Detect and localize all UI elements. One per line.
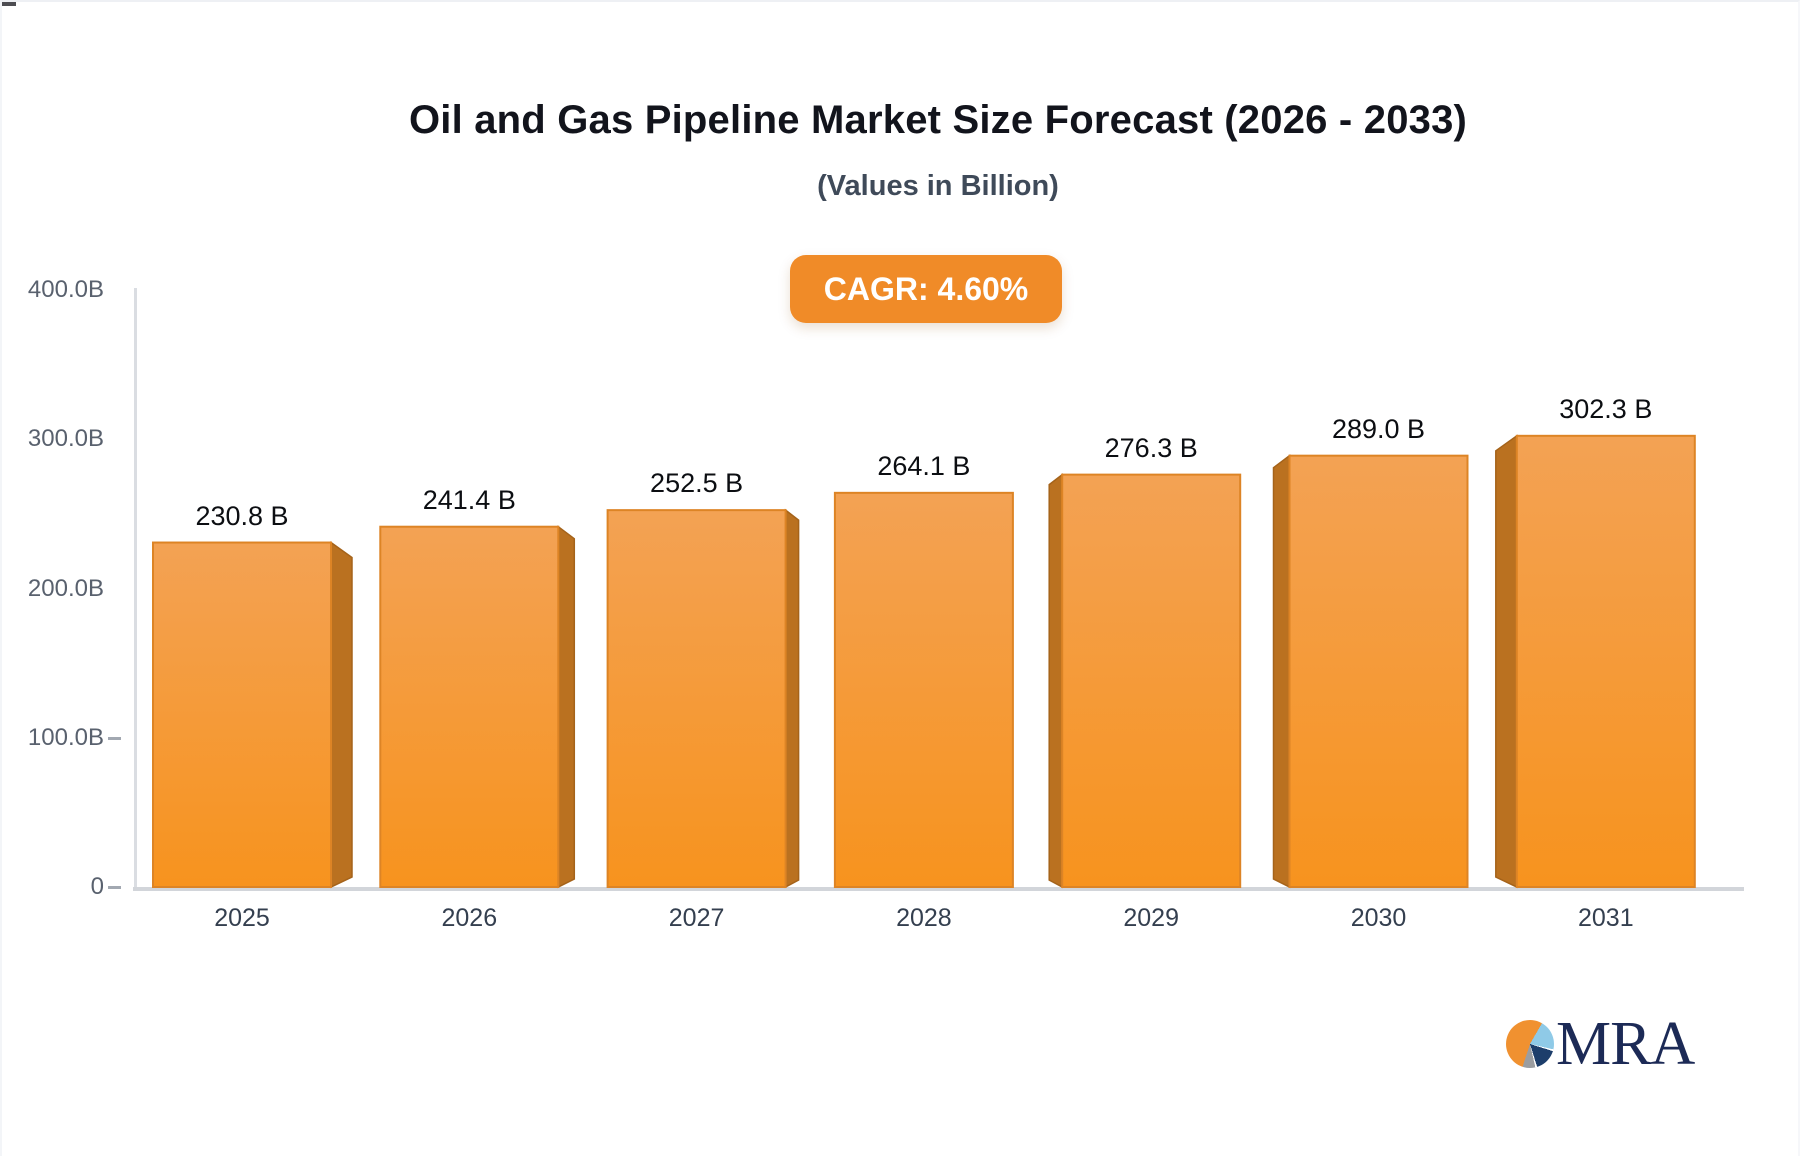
bar-value-label: 241.4 B	[422, 484, 516, 515]
bar-value-label: 276.3 B	[1104, 432, 1198, 463]
mra-logo-text: MRA	[1556, 1010, 1695, 1078]
bar-side-face	[784, 508, 800, 889]
mra-logo: MRA	[1506, 1010, 1695, 1078]
y-axis-label: 300.0B	[27, 425, 104, 453]
x-axis-baseline	[133, 887, 1744, 891]
bar-2026[interactable]	[379, 525, 576, 889]
x-axis-label-2029: 2029	[1123, 904, 1179, 932]
bar-side-face	[1272, 454, 1291, 889]
bar-value-label: 264.1 B	[877, 450, 971, 481]
x-axis-label-2031: 2031	[1577, 904, 1634, 932]
x-axis-label-2030: 2030	[1350, 904, 1407, 932]
screenshot-corner-artifact	[2, 2, 16, 6]
x-axis-label-2025: 2025	[214, 904, 270, 932]
mra-logo-pie-icon	[1506, 1020, 1554, 1068]
y-axis-tick-dash	[108, 736, 121, 740]
bar-value-label: 252.5 B	[650, 468, 744, 499]
chart-subtitle: (Values in Billion)	[817, 170, 1059, 202]
y-axis-label: 200.0B	[27, 574, 104, 602]
bar-side-face	[330, 541, 353, 889]
bar-2030[interactable]	[1272, 454, 1469, 889]
bar-front-face	[1515, 434, 1696, 888]
bar-side-face	[557, 525, 576, 889]
bar-2029[interactable]	[1048, 473, 1242, 889]
x-axis-label-2026: 2026	[441, 904, 498, 932]
y-axis-label: 400.0B	[27, 276, 104, 303]
bar-2027[interactable]	[606, 508, 800, 889]
bar-front-face	[1061, 473, 1242, 888]
bar-value-label: 289.0 B	[1331, 413, 1426, 444]
chart-title: Oil and Gas Pipeline Market Size Forecas…	[408, 98, 1468, 142]
x-axis-label-2028: 2028	[896, 904, 952, 932]
bar-2031[interactable]	[1495, 434, 1696, 889]
bar-value-label: 302.3 B	[1559, 393, 1653, 424]
bar-side-face	[1048, 473, 1063, 889]
bar-front-face	[379, 525, 560, 888]
bar-value-label: 230.8 B	[195, 500, 289, 531]
bar-front-face	[152, 541, 332, 888]
bar-side-face	[1495, 434, 1518, 889]
cagr-badge: CAGR: 4.60%	[790, 255, 1062, 323]
bar-front-face	[606, 509, 787, 888]
y-axis-label: 0	[90, 873, 104, 900]
bar-2025[interactable]	[152, 541, 353, 889]
y-axis-tick-dash	[108, 886, 121, 889]
bar-front-face	[833, 491, 1014, 888]
bar-front-face	[1288, 454, 1469, 888]
x-axis-label-2027: 2027	[668, 904, 725, 932]
y-axis-line	[134, 288, 137, 891]
y-axis-label: 100.0B	[27, 723, 104, 751]
bar-2028[interactable]	[833, 491, 1014, 888]
